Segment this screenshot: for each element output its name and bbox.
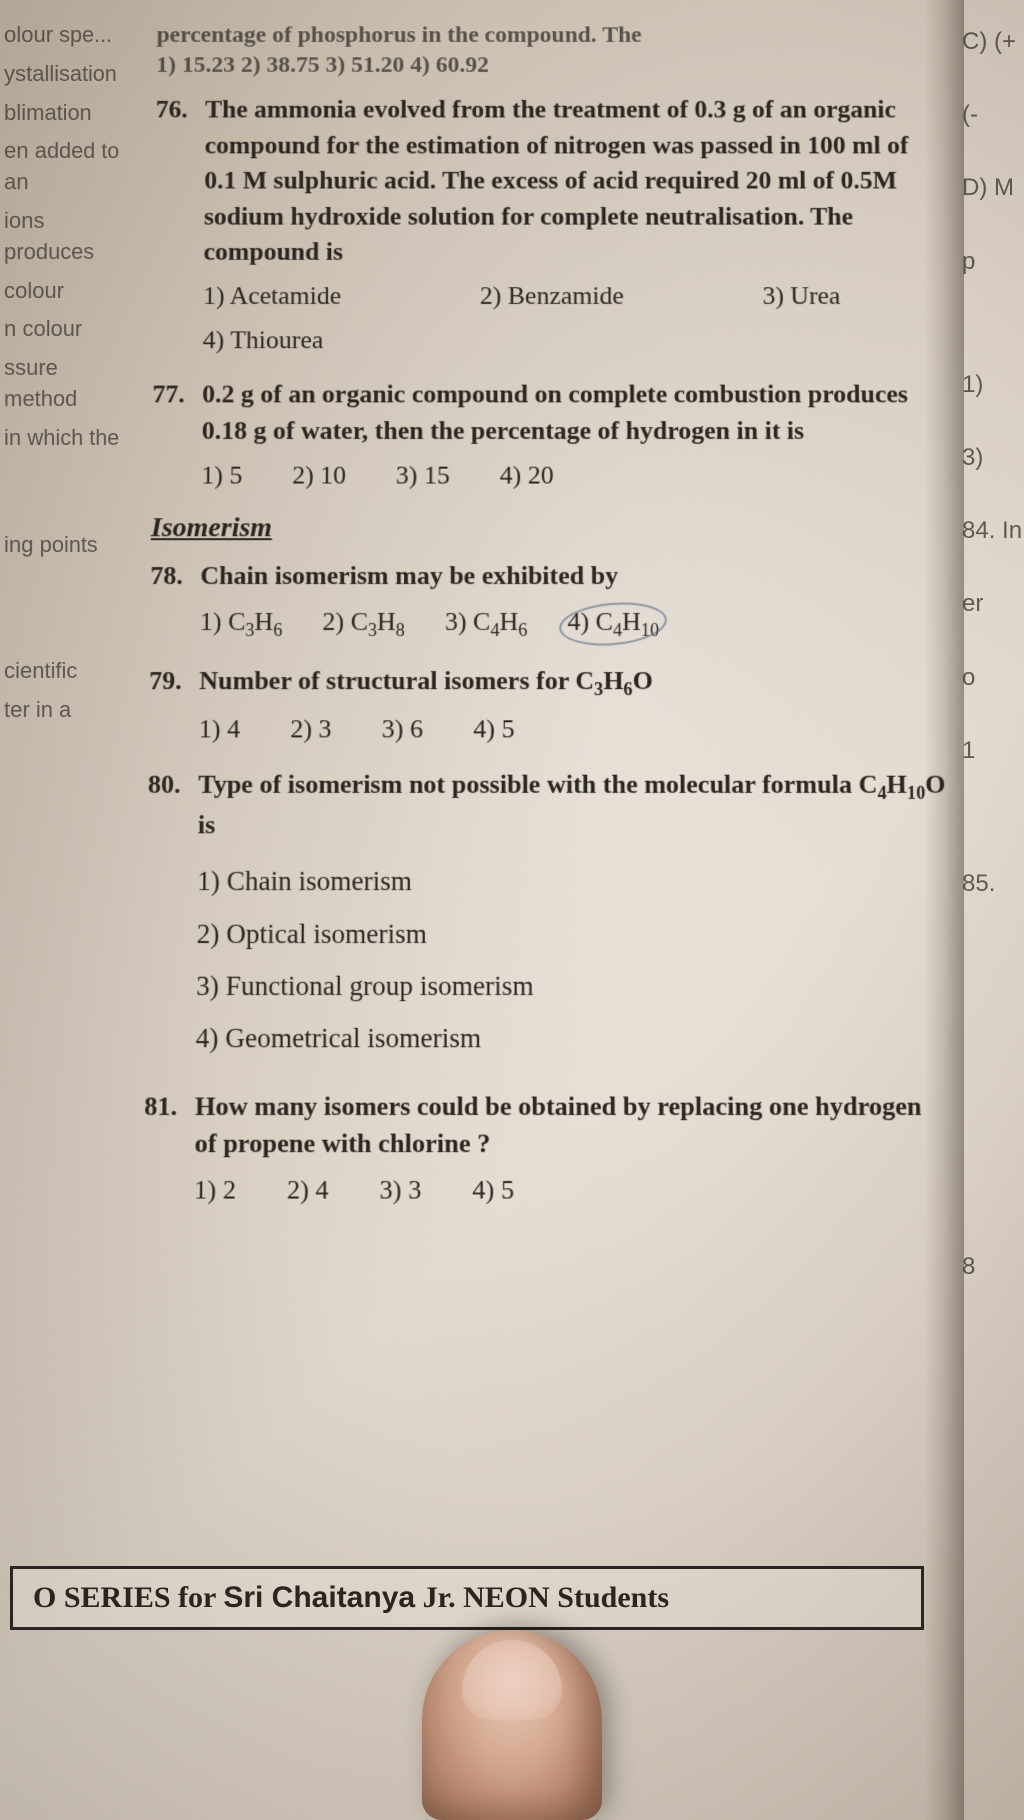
question-77: 77. 0.2 g of an organic compound on comp…: [151, 377, 942, 491]
margin-spacer: [0, 461, 129, 522]
question-text: How many isomers could be obtained by re…: [194, 1088, 950, 1163]
option: 2) C3H8: [322, 607, 405, 641]
right-margin-text: C) (+ (- D) M p 1) 3) 84. In er o 1 85. …: [954, 0, 1024, 1820]
question-79: 79. Number of structural isomers for C3H…: [148, 663, 945, 745]
question-number: 79.: [149, 663, 189, 700]
question-header: 76. The ammonia evolved from the treatme…: [154, 93, 940, 270]
margin-fragment: 1): [954, 363, 1024, 406]
option: 2) 4: [287, 1175, 329, 1206]
question-number: 81.: [144, 1088, 185, 1125]
thumb-holding-page: [422, 1630, 602, 1820]
footer-brand: Sri Chaitanya: [223, 1581, 415, 1614]
option: 3) 15: [396, 461, 450, 491]
margin-fragment: ter in a: [0, 695, 129, 726]
question-78: 78. Chain isomerism may be exhibited by …: [150, 558, 945, 640]
margin-fragment: D) M: [954, 166, 1024, 209]
option: 3) C4H6: [445, 607, 528, 641]
partial-text: percentage of phosphorus in the compound…: [156, 21, 937, 51]
margin-fragment: p: [954, 240, 1024, 283]
section-heading-isomerism: Isomerism: [151, 512, 943, 544]
option: 1) 5: [201, 461, 242, 491]
question-text: Type of isomerism not possible with the …: [198, 767, 947, 844]
partial-options: 1) 15.23 2) 38.75 3) 51.20 4) 60.92: [156, 51, 938, 81]
question-76: 76. The ammonia evolved from the treatme…: [153, 93, 941, 356]
option: 3) Urea: [762, 282, 840, 311]
margin-fragment: ing points: [0, 529, 129, 560]
option: 3) Functional group isomerism: [196, 960, 949, 1012]
margin-spacer: [954, 935, 1024, 1215]
margin-spacer: [954, 802, 1024, 832]
question-text: The ammonia evolved from the treatment o…: [203, 93, 940, 270]
option: 2) Optical isomerism: [196, 908, 948, 960]
partial-question-top: percentage of phosphorus in the compound…: [156, 21, 938, 81]
margin-fragment: en added to an: [0, 136, 129, 198]
option: 4) 20: [500, 461, 554, 491]
margin-fragment: n colour: [0, 314, 129, 345]
footer-series-banner: O SERIES for Sri Chaitanya Jr. NEON Stud…: [10, 1566, 924, 1630]
margin-fragment: ssure method: [0, 353, 129, 415]
question-80: 80. Type of isomerism not possible with …: [145, 767, 950, 1065]
margin-fragment: 3): [954, 436, 1024, 479]
margin-fragment: o: [954, 656, 1024, 699]
margin-fragment: er: [954, 582, 1024, 625]
question-number: 80.: [148, 767, 189, 804]
question-81: 81. How many isomers could be obtained b…: [143, 1088, 951, 1206]
left-margin-text: olour spe... ystallisation blimation en …: [0, 0, 130, 1820]
margin-fragment: colour: [0, 275, 129, 306]
question-number: 76.: [156, 93, 196, 128]
option: 4) 5: [473, 715, 514, 745]
margin-fragment: cientific: [0, 656, 129, 687]
option: 1) C3H6: [200, 607, 283, 641]
option: 2) 3: [290, 715, 332, 745]
question-text: Chain isomerism may be exhibited by: [200, 558, 944, 594]
margin-fragment: blimation: [0, 97, 129, 128]
footer-prefix: O SERIES for: [33, 1581, 223, 1614]
question-header: 81. How many isomers could be obtained b…: [144, 1088, 951, 1163]
main-question-area: percentage of phosphorus in the compound…: [143, 11, 951, 1229]
options-container: 1) Acetamide 2) Benzamide 3) Urea 4) Thi…: [203, 282, 942, 356]
option: 2) 10: [292, 461, 346, 491]
margin-fragment: in which the: [0, 423, 129, 454]
question-header: 77. 0.2 g of an organic compound on comp…: [152, 377, 942, 449]
option: 4) 5: [472, 1175, 514, 1206]
margin-fragment: 1: [954, 729, 1024, 772]
option: 3) 6: [382, 715, 423, 745]
question-header: 80. Type of isomerism not possible with …: [147, 767, 946, 844]
question-header: 78. Chain isomerism may be exhibited by: [150, 558, 944, 594]
option: 1) 2: [194, 1175, 236, 1206]
options-container: 1) C3H6 2) C3H8 3) C4H6 4) C4H10: [200, 607, 945, 641]
question-text: Number of structural isomers for C3H6O: [199, 663, 945, 703]
question-number: 77.: [152, 377, 192, 413]
margin-fragment: olour spe...: [0, 20, 129, 51]
option-circled: 4) C4H10: [567, 607, 659, 641]
margin-fragment: 84. In: [954, 509, 1024, 552]
options-container: 1) 5 2) 10 3) 15 4) 20: [201, 461, 942, 491]
option: 4) Thiourea: [203, 326, 324, 356]
margin-fragment: 85.: [954, 862, 1024, 905]
question-header: 79. Number of structural isomers for C3H…: [149, 663, 945, 703]
option: 2) Benzamide: [480, 282, 624, 311]
margin-fragment: ystallisation: [0, 59, 129, 90]
option: 1) 4: [199, 715, 241, 745]
question-text: 0.2 g of an organic compound on complete…: [202, 377, 943, 449]
option: 3) 3: [379, 1175, 421, 1206]
margin-spacer: [954, 313, 1024, 333]
option: 1) Chain isomerism: [197, 856, 947, 908]
options-container: 1) 4 2) 3 3) 6 4) 5: [199, 715, 946, 745]
option: 4) Geometrical isomerism: [195, 1013, 949, 1066]
margin-fragment: (-: [954, 93, 1024, 136]
options-container: 1) Chain isomerism 2) Optical isomerism …: [195, 856, 949, 1065]
option: 1) Acetamide: [203, 282, 341, 311]
options-container: 1) 2 2) 4 3) 3 4) 5: [194, 1175, 951, 1206]
question-number: 78.: [150, 558, 190, 594]
margin-fragment: C) (+: [954, 20, 1024, 63]
margin-fragment: ions produces: [0, 206, 129, 268]
margin-fragment: 8: [954, 1245, 1024, 1288]
footer-suffix: Jr. NEON Students: [415, 1581, 669, 1614]
margin-spacer: [0, 568, 129, 649]
